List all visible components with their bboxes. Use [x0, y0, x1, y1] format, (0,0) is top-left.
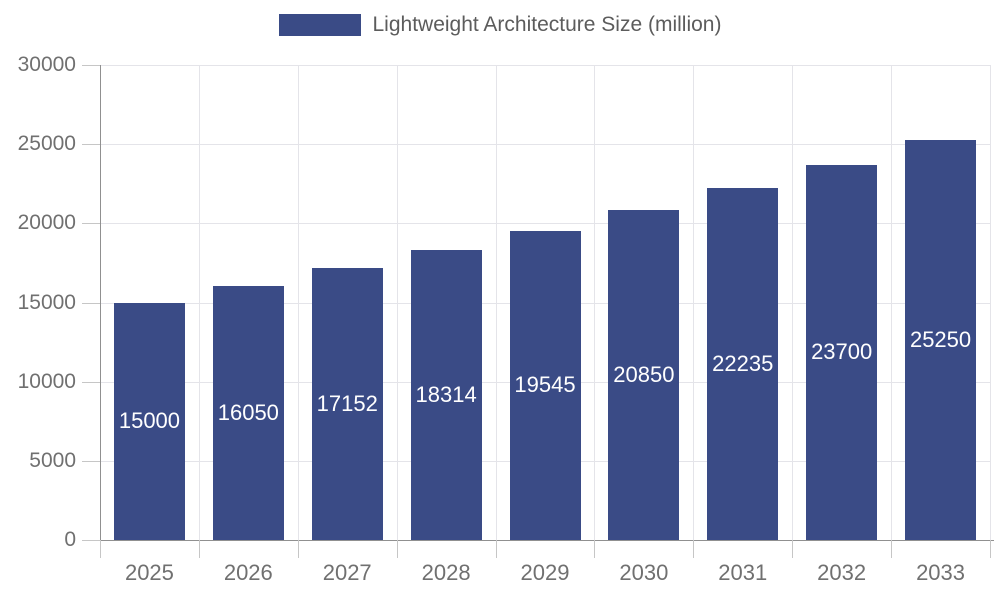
v-gridline: [594, 65, 596, 540]
v-gridline: [396, 65, 398, 540]
x-axis-tick: [198, 540, 200, 558]
y-axis-tick: [82, 223, 100, 225]
x-axis-label: 2030: [619, 560, 669, 585]
legend-swatch: [278, 14, 361, 36]
x-axis-label: 2028: [421, 560, 471, 585]
legend[interactable]: Lightweight Architecture Size (million): [0, 14, 1000, 36]
bar-2032[interactable]: [806, 164, 878, 540]
h-gridline: [100, 144, 990, 146]
x-axis-label: 2025: [124, 560, 174, 585]
v-gridline: [198, 65, 200, 540]
x-axis-label: 2033: [916, 560, 966, 585]
bar-2027[interactable]: [311, 268, 383, 540]
x-axis-label: 2032: [817, 560, 867, 585]
y-axis-tick: [82, 381, 100, 383]
h-gridline: [100, 223, 990, 225]
x-axis-line: [82, 540, 994, 541]
x-axis-label: 2027: [322, 560, 372, 585]
v-gridline: [297, 65, 299, 540]
bar-2026[interactable]: [212, 285, 284, 540]
v-gridline: [990, 65, 991, 540]
bar-2025[interactable]: [113, 302, 185, 540]
legend-label: Lightweight Architecture Size (million): [372, 13, 722, 36]
bar-2031[interactable]: [707, 187, 779, 540]
plot-area: 15000 16050 17152 18314 19545 20850 22235 23700…: [100, 65, 991, 540]
x-axis-tick: [693, 540, 695, 558]
bar-2029[interactable]: [509, 230, 581, 540]
x-axis-label: 2026: [223, 560, 273, 585]
x-axis-tick: [891, 540, 893, 558]
x-axis-tick: [792, 540, 794, 558]
v-gridline: [495, 65, 497, 540]
y-axis-label: 5000: [29, 448, 76, 472]
x-axis-tick: [990, 540, 991, 558]
y-axis-line: [100, 65, 101, 558]
x-axis-tick: [594, 540, 596, 558]
y-axis-label: 0: [64, 528, 76, 551]
x-axis-tick: [100, 540, 101, 558]
bar-2033[interactable]: [905, 140, 977, 540]
y-axis-tick: [82, 460, 100, 462]
y-axis-tick: [82, 144, 100, 146]
x-axis-tick: [297, 540, 299, 558]
y-axis-label: 25000: [17, 132, 76, 156]
v-gridline: [891, 65, 893, 540]
x-axis-label: 2031: [718, 560, 768, 585]
bar-2030[interactable]: [608, 209, 680, 540]
bar-2028[interactable]: [410, 250, 482, 540]
y-axis-tick: [82, 65, 100, 66]
y-axis-label: 20000: [17, 211, 76, 235]
y-axis-label: 10000: [17, 369, 76, 393]
h-gridline: [100, 65, 990, 66]
y-axis-label: 15000: [17, 290, 76, 314]
y-axis-tick: [82, 540, 100, 541]
x-axis-tick: [495, 540, 497, 558]
x-axis-tick: [396, 540, 398, 558]
y-axis-label: 30000: [17, 53, 76, 76]
y-axis-tick: [82, 302, 100, 304]
v-gridline: [792, 65, 794, 540]
v-gridline: [693, 65, 695, 540]
x-axis-label: 2029: [520, 560, 570, 585]
